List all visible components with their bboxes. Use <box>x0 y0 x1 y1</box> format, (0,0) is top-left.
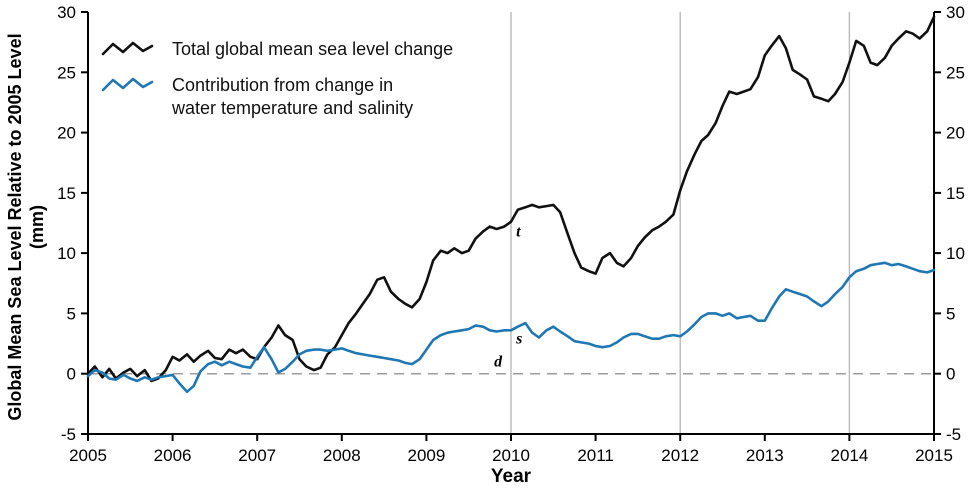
legend-line-sample-blue-icon <box>101 77 154 92</box>
y-tick-label-right: 25 <box>946 63 965 82</box>
series-line-1 <box>86 261 936 394</box>
y-axis-label-line1: Global Mean Sea Level Relative to 2005 L… <box>5 33 25 421</box>
x-axis-label: Year <box>490 466 532 487</box>
x-tick-label: 2007 <box>238 446 276 465</box>
y-tick-label-left: 5 <box>67 304 76 323</box>
y-axis-label: Global Mean Sea Level Relative to 2005 L… <box>5 7 51 447</box>
x-tick-label: 2006 <box>154 446 192 465</box>
legend-item-steric: Contribution from change in water temper… <box>100 74 453 119</box>
annotation-d: d <box>494 354 503 371</box>
x-tick-label: 2015 <box>915 446 953 465</box>
legend-zigzag-black <box>101 41 154 56</box>
y-tick-label-left: 0 <box>67 365 76 384</box>
legend-zigzag-blue <box>101 77 154 92</box>
legend-label-steric-line1: Contribution from change in <box>172 75 394 95</box>
y-tick-label-right: -5 <box>946 425 961 444</box>
y-tick-label-right: 5 <box>946 304 955 323</box>
legend-label-total: Total global mean sea level change <box>172 38 453 61</box>
x-tick-label: 2005 <box>69 446 107 465</box>
y-tick-label-right: 0 <box>946 365 955 384</box>
x-tick-label: 2008 <box>323 446 361 465</box>
y-axis-label-line2: (mm) <box>26 205 47 249</box>
y-tick-label-left: -5 <box>61 425 76 444</box>
y-tick-label-left: 20 <box>57 124 76 143</box>
y-tick-label-left: 10 <box>57 244 76 263</box>
x-tick-label: 2009 <box>407 446 445 465</box>
legend-label-steric-line2: water temperature and salinity <box>172 97 414 118</box>
y-tick-label-left: 30 <box>57 3 76 22</box>
y-tick-label-left: 15 <box>57 184 76 203</box>
y-tick-label-right: 15 <box>946 184 965 203</box>
series-line-0 <box>86 15 936 383</box>
y-tick-label-right: 20 <box>946 124 965 143</box>
x-tick-label: 2013 <box>746 446 784 465</box>
annotation-t: t <box>516 223 521 240</box>
y-tick-label-right: 10 <box>946 244 965 263</box>
annotation-s: s <box>515 331 522 348</box>
legend-item-total: Total global mean sea level change <box>100 38 453 61</box>
y-tick-label-right: 30 <box>946 3 965 22</box>
x-tick-label: 2010 <box>492 446 530 465</box>
legend: Total global mean sea level change Contr… <box>100 38 453 132</box>
legend-label-steric: Contribution from change in water temper… <box>172 74 413 119</box>
x-tick-label: 2011 <box>577 446 614 465</box>
legend-line-sample-black-icon <box>101 41 154 56</box>
y-tick-label-left: 25 <box>57 63 76 82</box>
legend-label-total-line1: Total global mean sea level change <box>172 39 454 59</box>
x-tick-label: 2012 <box>661 446 699 465</box>
x-tick-label: 2014 <box>830 446 868 465</box>
